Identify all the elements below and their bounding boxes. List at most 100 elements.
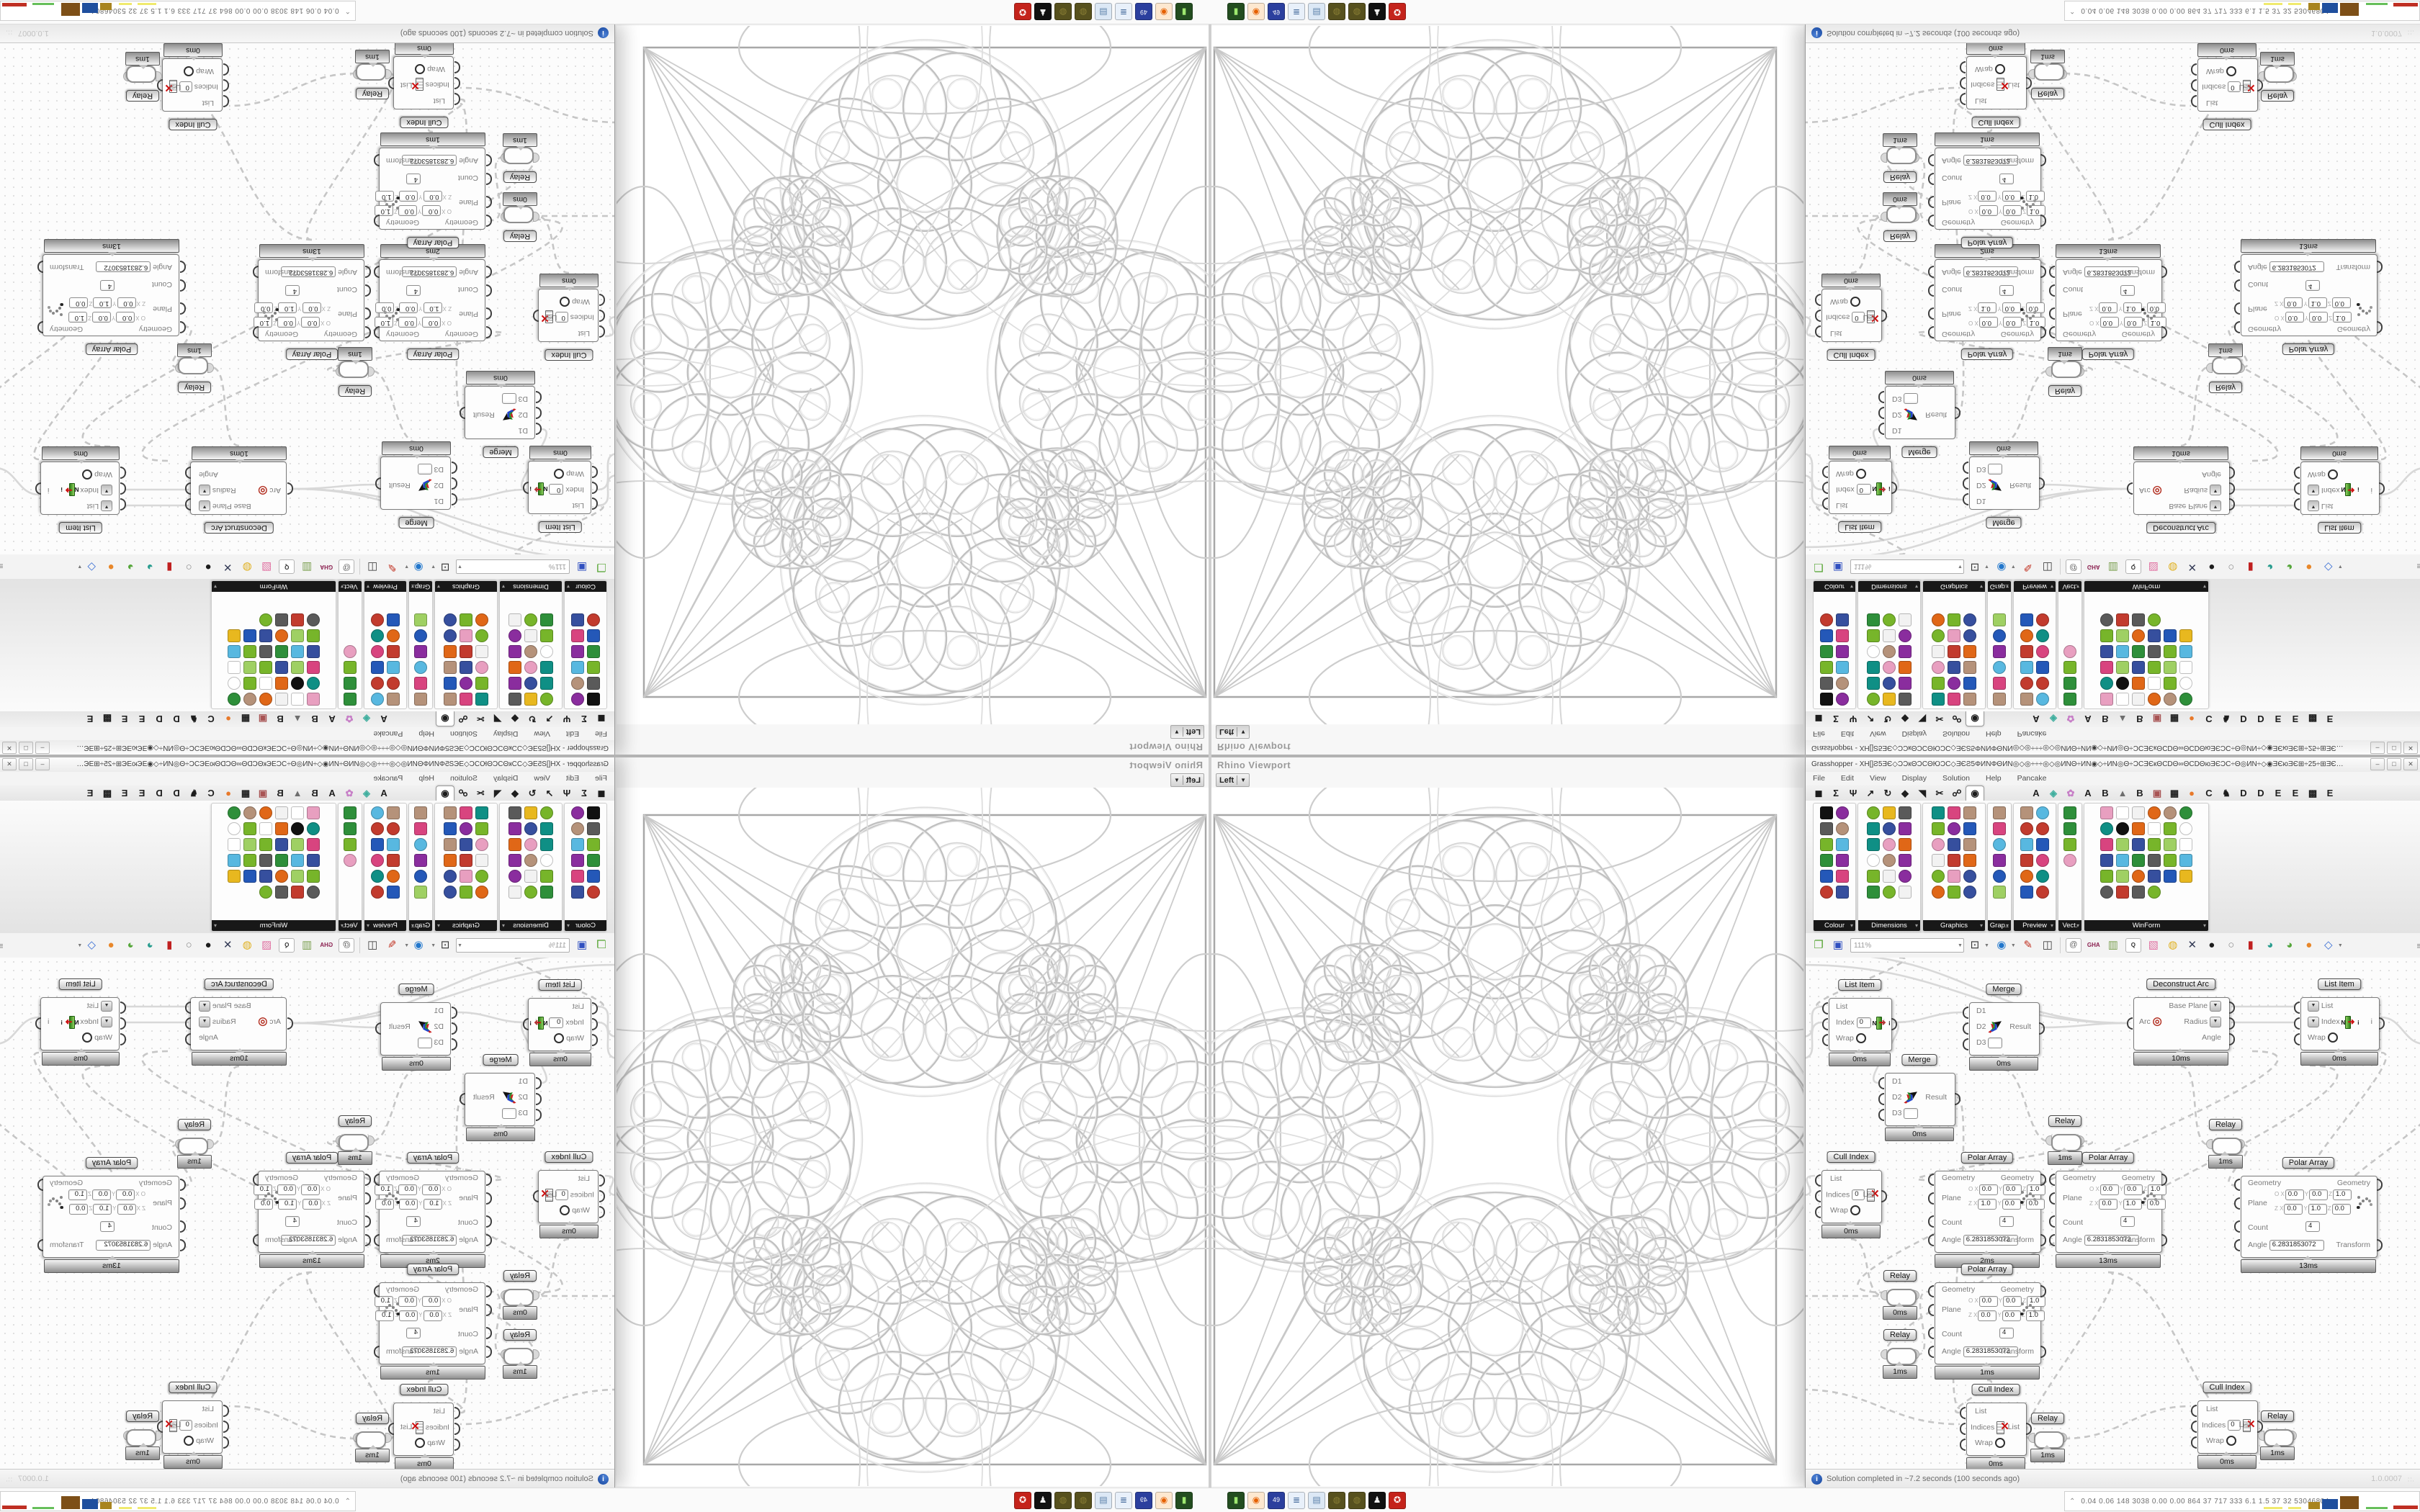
red-badge-icon[interactable]: ✪ xyxy=(1389,1492,1406,1509)
ribbon-icon[interactable] xyxy=(1963,629,1976,642)
menu-item-file[interactable]: File xyxy=(1813,729,1825,738)
component-cull-index[interactable]: Cull Index 0ms List Indices 0 ✕ Wrap List xyxy=(2191,43,2263,130)
ribbon-icon[interactable] xyxy=(344,806,357,819)
chevron-down-icon[interactable]: ▼ xyxy=(1958,564,1963,570)
ribbon-icon[interactable] xyxy=(1932,645,1945,658)
input-port[interactable] xyxy=(2294,467,2300,479)
ribbon-icon[interactable] xyxy=(275,613,288,626)
tab-display-selected[interactable]: ◉ xyxy=(436,711,454,726)
ribbon-icon[interactable] xyxy=(1867,870,1880,883)
ribbon-icon[interactable] xyxy=(571,677,584,690)
input-port[interactable] xyxy=(1960,1407,1966,1419)
floppy-49-icon[interactable]: 49 xyxy=(1135,3,1152,20)
image-icon[interactable]: ▥ xyxy=(302,561,313,573)
component-label[interactable]: Polar Array xyxy=(2282,1157,2335,1169)
ribbon-icon[interactable] xyxy=(2116,806,2129,819)
input-port[interactable] xyxy=(1960,93,1966,105)
red-badge-icon[interactable]: ✪ xyxy=(1014,1492,1031,1509)
sketch-pen-icon[interactable]: ✎ xyxy=(2023,939,2033,951)
ribbon-icon[interactable] xyxy=(460,838,472,851)
component-tab[interactable]: E xyxy=(86,788,94,798)
ribbon-icon[interactable] xyxy=(2063,645,2076,658)
param-menu-button[interactable]: ▼ xyxy=(2210,485,2221,496)
value-box[interactable]: 0.0 xyxy=(399,1310,418,1321)
ribbon-icon[interactable] xyxy=(243,854,256,867)
component-tab[interactable]: ☍ xyxy=(1952,788,1962,798)
component-tab[interactable]: ◼ xyxy=(597,788,606,798)
ribbon-icon[interactable] xyxy=(587,822,600,835)
component-merge[interactable]: Merge 0ms D1 D2 D3 ❯ ❯ ❯ ➤ Result xyxy=(1963,984,2045,1071)
component-tab[interactable]: B xyxy=(277,788,284,798)
menu-item-solution[interactable]: Solution xyxy=(1942,774,1970,783)
component-label[interactable]: Deconstruct Arc xyxy=(2146,522,2215,534)
input-port[interactable] xyxy=(2049,266,2055,278)
blob-teal-icon[interactable]: ◕ xyxy=(146,561,153,573)
ribbon-icon[interactable] xyxy=(2100,870,2113,883)
ribbon-icon[interactable] xyxy=(2179,661,2192,674)
chevron-down-icon[interactable]: ▼ xyxy=(457,564,462,570)
component-tab[interactable]: D xyxy=(173,714,180,724)
ribbon-icon[interactable] xyxy=(387,886,400,899)
value-box[interactable]: 4 xyxy=(2305,1220,2320,1232)
ribbon-icon[interactable] xyxy=(1948,693,1960,706)
input-port[interactable] xyxy=(1928,215,1934,227)
input-port[interactable] xyxy=(1960,1439,1966,1451)
input-port[interactable] xyxy=(1963,1038,1968,1050)
menu-item-pancake[interactable]: Pancake xyxy=(373,729,403,738)
value-box[interactable] xyxy=(417,1037,432,1048)
value-box[interactable]: 0.0 xyxy=(398,1184,417,1195)
ribbon-icon[interactable] xyxy=(1820,854,1833,867)
value-box[interactable]: 4 xyxy=(285,1215,300,1227)
ribbon-icon[interactable] xyxy=(587,886,600,899)
ribbon-icon[interactable] xyxy=(1948,838,1960,851)
component-label[interactable]: Merge xyxy=(398,517,434,528)
value-box[interactable]: 0 xyxy=(1856,484,1871,495)
ribbon-icon[interactable] xyxy=(371,886,384,899)
ribbon-icon[interactable] xyxy=(1836,854,1849,867)
ribbon-icon[interactable] xyxy=(1963,645,1976,658)
value-box[interactable] xyxy=(417,464,432,475)
input-port[interactable] xyxy=(1928,307,1934,320)
ribbon-icon[interactable] xyxy=(2100,822,2113,835)
remote-control-icon[interactable]: ◫ xyxy=(2042,561,2053,573)
output-port[interactable] xyxy=(185,498,191,510)
ribbon-icon[interactable] xyxy=(2148,661,2161,674)
ribbon-icon[interactable] xyxy=(460,613,472,626)
ribbon-icon[interactable] xyxy=(259,870,272,883)
ribbon-panel-label[interactable]: Graphics ▾ xyxy=(435,581,497,592)
component-tab[interactable]: D xyxy=(2257,788,2264,798)
value-box[interactable]: 4 xyxy=(1999,1327,2014,1338)
ribbon-icon[interactable] xyxy=(344,854,357,867)
ribbon-icon[interactable] xyxy=(2020,629,2033,642)
ribbon-icon[interactable] xyxy=(2148,838,2161,851)
ribbon-icon[interactable] xyxy=(307,870,320,883)
script-doc-icon[interactable]: ≣ xyxy=(1115,3,1132,20)
ribbon-icon[interactable] xyxy=(460,661,472,674)
ribbon-icon[interactable] xyxy=(524,645,537,658)
component-tab[interactable]: E xyxy=(138,714,145,724)
component-label[interactable]: Cull Index xyxy=(1827,1151,1876,1163)
ribbon-icon[interactable] xyxy=(243,822,256,835)
component-label[interactable]: Relay xyxy=(503,230,537,242)
ribbon-icon[interactable] xyxy=(1883,661,1896,674)
ribbon-icon[interactable] xyxy=(344,822,357,835)
ribbon-icon[interactable] xyxy=(571,613,584,626)
component-tab[interactable]: ☍ xyxy=(1952,714,1962,724)
close-button[interactable]: ✕ xyxy=(2,742,17,754)
ribbon-icon[interactable] xyxy=(524,806,537,819)
ribbon-panel-label[interactable]: Vect. ▾ xyxy=(2058,581,2081,592)
ball-orange-icon[interactable]: ● xyxy=(107,561,115,573)
browser-flame-icon[interactable]: ◉ xyxy=(1247,1492,1265,1509)
ribbon-icon[interactable] xyxy=(2179,645,2192,658)
value-box[interactable]: 0.0 xyxy=(422,1184,442,1195)
ribbon-icon[interactable] xyxy=(307,613,320,626)
ribbon-icon[interactable] xyxy=(508,629,521,642)
component-relay[interactable]: Relay 1ms xyxy=(1881,133,1919,183)
component-list-item[interactable]: List Item 0ms List Index 0 N ➜ i Wrap i xyxy=(1822,446,1897,533)
ribbon-icon[interactable] xyxy=(275,693,288,706)
ribbon-icon[interactable] xyxy=(2020,854,2033,867)
value-box[interactable]: 0.0 xyxy=(399,1198,418,1210)
ribbon-icon[interactable] xyxy=(243,693,256,706)
component-label[interactable]: Polar Array xyxy=(2081,348,2135,360)
text-doc-icon[interactable]: ▤ xyxy=(1095,1492,1112,1509)
